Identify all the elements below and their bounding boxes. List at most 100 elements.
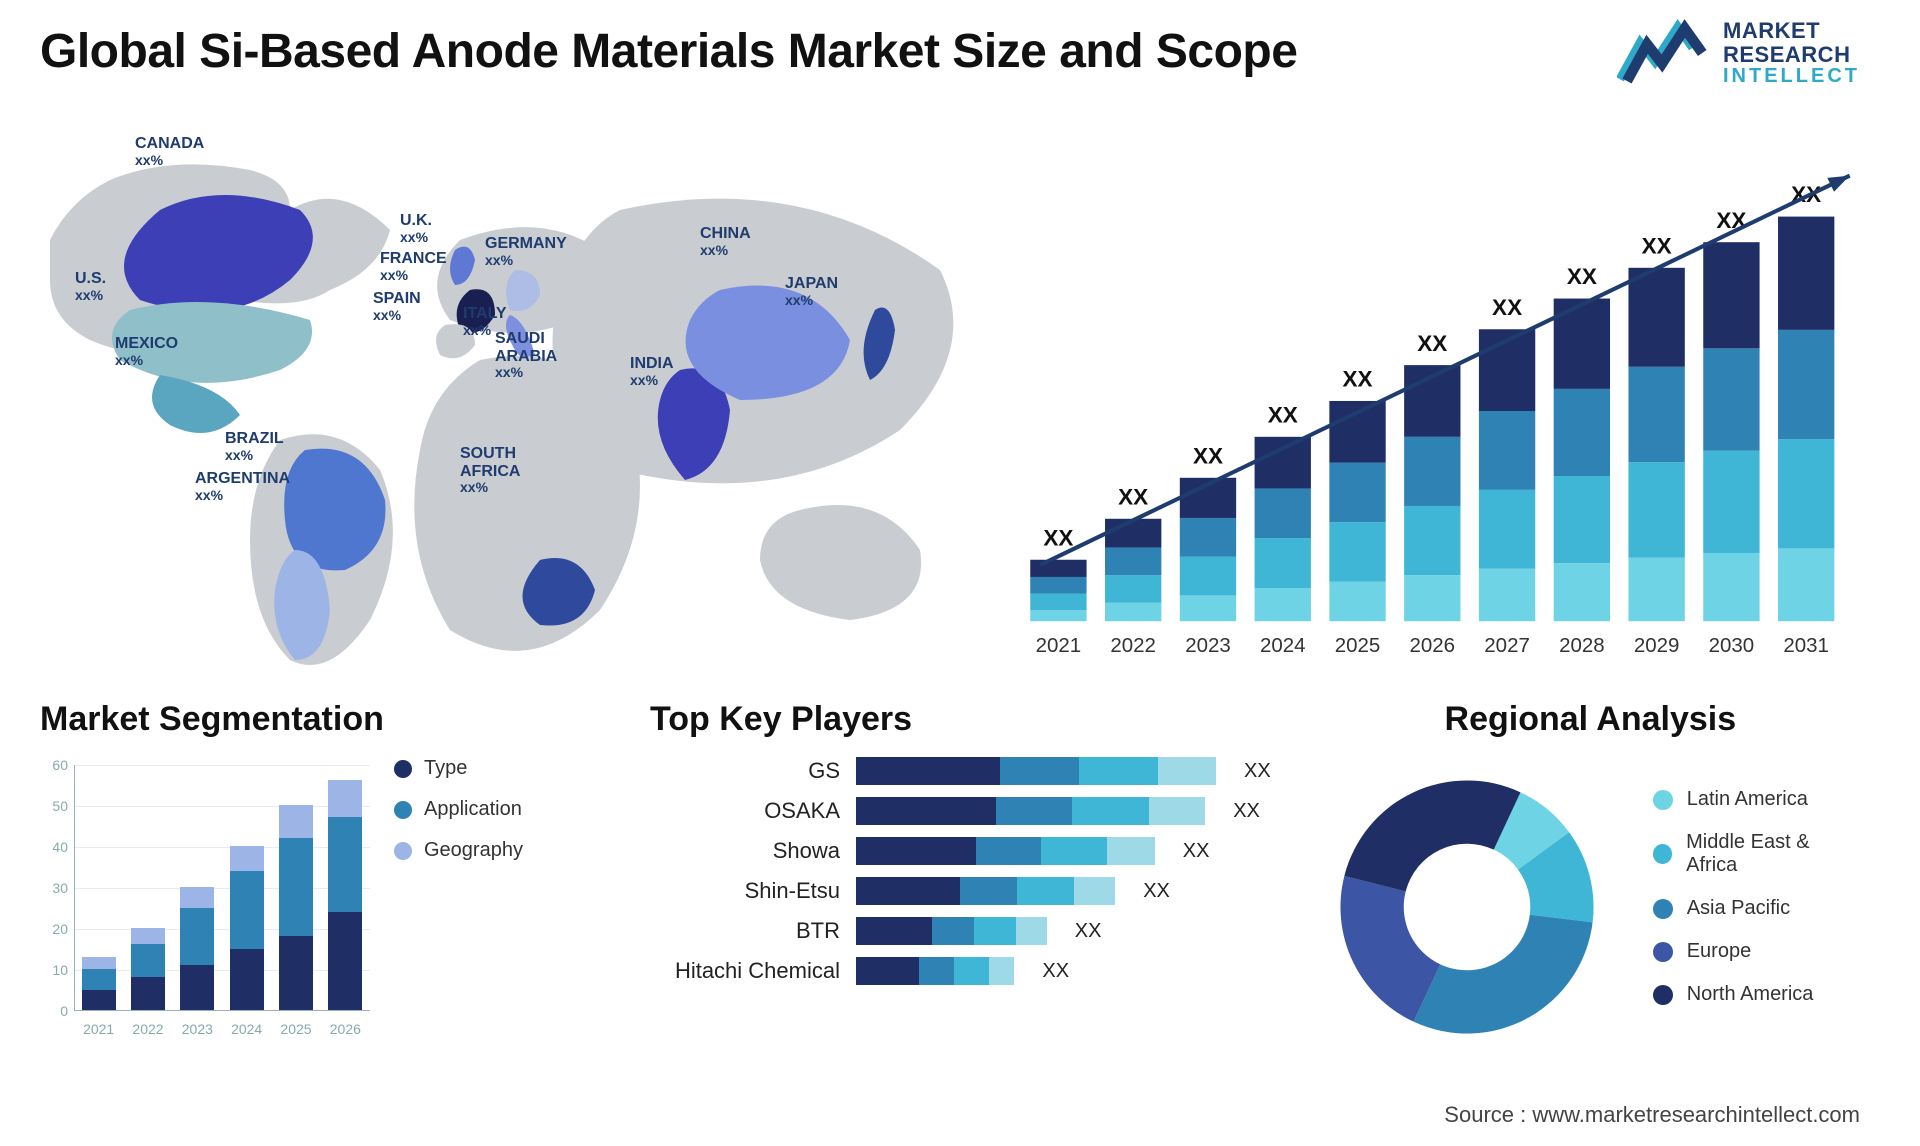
legend-item: Asia Pacific [1653, 897, 1860, 920]
player-bar [856, 917, 1047, 945]
player-bar-segment [1000, 757, 1079, 785]
player-bar-segment [1074, 877, 1115, 905]
svg-text:XX: XX [1567, 264, 1597, 289]
player-bar [856, 957, 1014, 985]
legend-label: Latin America [1687, 788, 1808, 811]
svg-text:2031: 2031 [1783, 634, 1829, 657]
logo-line1: MARKET [1723, 19, 1860, 42]
legend-swatch-icon [394, 842, 412, 860]
svg-text:XX: XX [1268, 402, 1298, 427]
player-row: ShowaXX [650, 837, 1271, 865]
player-row: BTRXX [650, 917, 1271, 945]
y-tick-label: 20 [40, 921, 68, 937]
map-country-label: JAPANxx% [785, 275, 838, 308]
regional-donut-chart [1321, 757, 1613, 1057]
player-bar-segment [1158, 757, 1216, 785]
map-country-label: INDIAxx% [630, 355, 674, 388]
map-country-label: MEXICOxx% [115, 335, 178, 368]
player-bar-segment [976, 837, 1042, 865]
legend-label: Asia Pacific [1687, 897, 1790, 920]
y-tick-label: 40 [40, 839, 68, 855]
logo-text: MARKET RESEARCH INTELLECT [1723, 19, 1860, 86]
map-country-label: ARGENTINAxx% [195, 470, 290, 503]
key-players-title: Top Key Players [650, 700, 1271, 739]
y-tick-label: 50 [40, 798, 68, 814]
player-name: OSAKA [650, 798, 840, 824]
svg-text:XX: XX [1492, 295, 1522, 320]
player-bar-segment [1072, 797, 1149, 825]
svg-text:2021: 2021 [1036, 634, 1082, 657]
player-bar-segment [856, 797, 996, 825]
svg-text:2024: 2024 [1260, 634, 1306, 657]
x-tick-label: 2025 [280, 1021, 311, 1037]
svg-text:2028: 2028 [1559, 634, 1605, 657]
player-bar-segment [954, 957, 989, 985]
legend-label: Middle East & Africa [1686, 831, 1860, 877]
logo-line2: RESEARCH [1723, 43, 1860, 66]
legend-swatch-icon [1653, 899, 1673, 919]
svg-text:2030: 2030 [1709, 634, 1755, 657]
legend-label: Application [424, 798, 522, 821]
legend-label: North America [1687, 983, 1814, 1006]
player-bar-segment [960, 877, 1017, 905]
player-bar-segment [996, 797, 1073, 825]
segmentation-panel: Market Segmentation 01020304050602021202… [40, 700, 600, 1080]
y-tick-label: 30 [40, 880, 68, 896]
player-bar [856, 797, 1205, 825]
legend-swatch-icon [1653, 790, 1673, 810]
x-tick-label: 2022 [132, 1021, 163, 1037]
player-bar-segment [1017, 877, 1074, 905]
player-bar [856, 877, 1115, 905]
key-players-panel: Top Key Players GSXXOSAKAXXShowaXXShin-E… [650, 700, 1271, 1080]
svg-text:XX: XX [1642, 233, 1672, 258]
regional-legend: Latin America Middle East & Africa Asia Pa… [1653, 788, 1860, 1026]
seg-bar [180, 887, 214, 1010]
player-bar-segment [1041, 837, 1107, 865]
legend-item: Europe [1653, 940, 1860, 963]
seg-bar [279, 805, 313, 1010]
map-country-label: BRAZILxx% [225, 430, 284, 463]
player-bar-segment [974, 917, 1016, 945]
seg-bar [230, 846, 264, 1010]
source-line: Source : www.marketresearchintellect.com [1444, 1102, 1860, 1128]
player-row: Hitachi ChemicalXX [650, 957, 1271, 985]
player-bar-segment [932, 917, 974, 945]
player-bar-segment [856, 917, 932, 945]
page-title: Global Si-Based Anode Materials Market S… [40, 24, 1297, 79]
svg-text:XX: XX [1043, 525, 1073, 550]
growth-bar-chart: XX2021XX2022XX2023XX2024XX2025XX2026XX20… [1020, 150, 1860, 683]
player-value: XX [1075, 920, 1102, 943]
player-bar [856, 757, 1216, 785]
y-tick-label: 60 [40, 757, 68, 773]
legend-item: North America [1653, 983, 1860, 1006]
player-name: Hitachi Chemical [650, 958, 840, 984]
map-country-label: FRANCExx% [380, 250, 447, 283]
player-bar-segment [1016, 917, 1047, 945]
player-value: XX [1143, 880, 1170, 903]
seg-bar [82, 957, 116, 1010]
legend-label: Geography [424, 839, 523, 862]
player-row: GSXX [650, 757, 1271, 785]
logo-line3: INTELLECT [1723, 66, 1860, 87]
player-row: Shin-Etsu XX [650, 877, 1271, 905]
key-players-chart: GSXXOSAKAXXShowaXXShin-EtsuXXBTRXXHitach… [650, 757, 1271, 985]
legend-item: Application [394, 798, 523, 821]
player-bar-segment [856, 837, 976, 865]
map-country-label: SPAINxx% [373, 290, 421, 323]
map-country-label: CHINAxx% [700, 225, 751, 258]
svg-text:2023: 2023 [1185, 634, 1231, 657]
segmentation-chart: 0102030405060202120222023202420252026 [40, 757, 370, 1037]
svg-text:XX: XX [1193, 443, 1223, 468]
svg-text:XX: XX [1118, 484, 1148, 509]
map-country-label: U.K.xx% [400, 212, 432, 245]
svg-text:2022: 2022 [1110, 634, 1156, 657]
legend-item: Latin America [1653, 788, 1860, 811]
legend-swatch-icon [394, 801, 412, 819]
x-tick-label: 2021 [83, 1021, 114, 1037]
growth-chart-panel: XX2021XX2022XX2023XX2024XX2025XX2026XX20… [1020, 150, 1860, 670]
map-country-label: SOUTHAFRICAxx% [460, 445, 520, 496]
player-bar-segment [1149, 797, 1205, 825]
player-value: XX [1183, 840, 1210, 863]
player-name: Shin-Etsu [650, 878, 840, 904]
player-bar [856, 837, 1155, 865]
